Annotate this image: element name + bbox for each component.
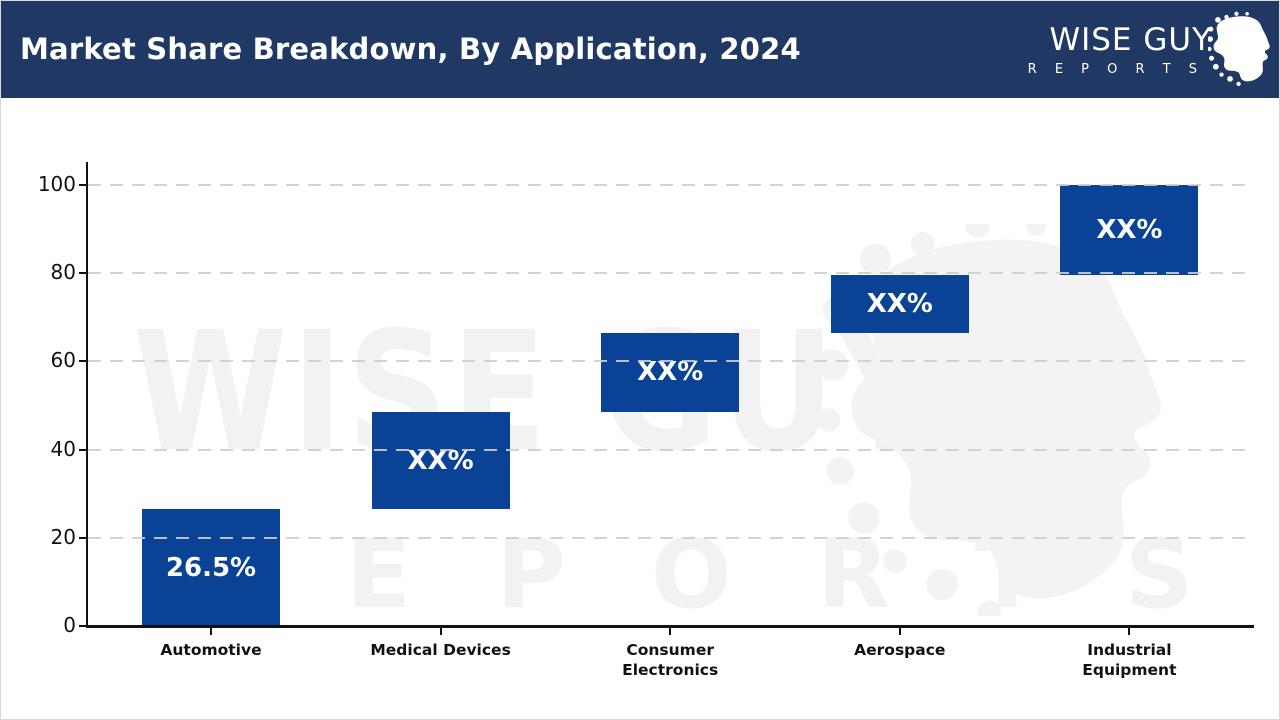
bar-medical-devices: XX% xyxy=(371,412,510,510)
x-tick-label: Aerospace xyxy=(854,641,946,659)
watermark-wordmark: WISE GUY xyxy=(133,296,944,488)
y-tick-mark xyxy=(79,448,86,451)
y-tick-mark xyxy=(79,184,86,186)
logo-face-icon xyxy=(1208,11,1270,86)
x-axis-line xyxy=(86,625,1254,628)
gridline-100 xyxy=(88,184,1252,186)
bar-aerospace: XX% xyxy=(830,275,969,333)
gridline-80 xyxy=(88,272,1252,275)
x-tick-mark xyxy=(439,628,442,635)
x-tick-mark xyxy=(898,628,901,635)
chart-header: Market Share Breakdown, By Application, … xyxy=(0,0,1280,98)
bar-automotive: 26.5% xyxy=(142,509,280,626)
x-tick-label: Industrial Equipment xyxy=(1082,641,1177,679)
y-tick-label: 100 xyxy=(37,172,76,196)
x-tick-mark xyxy=(210,628,212,635)
logo-subtitle: R E P O R T S xyxy=(1027,62,1204,77)
y-tick-mark xyxy=(79,625,86,627)
page-title: Market Share Breakdown, By Application, … xyxy=(20,32,801,66)
y-tick-mark xyxy=(79,360,86,363)
y-tick-label: 0 xyxy=(63,613,76,637)
bar-industrial-equipment: XX% xyxy=(1060,185,1199,276)
x-tick-label: Consumer Electronics xyxy=(622,641,719,679)
bar-value-label: XX% xyxy=(1096,215,1163,246)
y-tick-mark xyxy=(79,536,86,539)
x-tick-mark xyxy=(669,628,672,635)
y-tick-label: 40 xyxy=(50,436,76,461)
bar-value-label: XX% xyxy=(637,357,704,388)
bar-value-label: 26.5% xyxy=(165,552,257,583)
gridline-40 xyxy=(88,448,1252,451)
y-tick-label: 20 xyxy=(50,524,76,549)
y-tick-mark xyxy=(79,272,86,275)
x-tick-label: Medical Devices xyxy=(370,641,511,659)
x-tick-mark xyxy=(1128,628,1131,635)
bar-value-label: XX% xyxy=(866,289,933,320)
y-tick-label: 80 xyxy=(50,260,76,285)
gridline-20 xyxy=(88,536,1252,539)
bar-value-label: XX% xyxy=(407,445,474,476)
x-tick-label: Automotive xyxy=(160,641,262,659)
y-axis-line xyxy=(86,162,88,628)
logo-wordmark: WISE GUY xyxy=(1049,22,1212,58)
gridline-60 xyxy=(88,360,1252,363)
bar-consumer-electronics: XX% xyxy=(601,332,740,413)
y-tick-label: 60 xyxy=(50,348,76,373)
wise-guy-logo: WISE GUY R E P O R T S xyxy=(1018,6,1270,92)
